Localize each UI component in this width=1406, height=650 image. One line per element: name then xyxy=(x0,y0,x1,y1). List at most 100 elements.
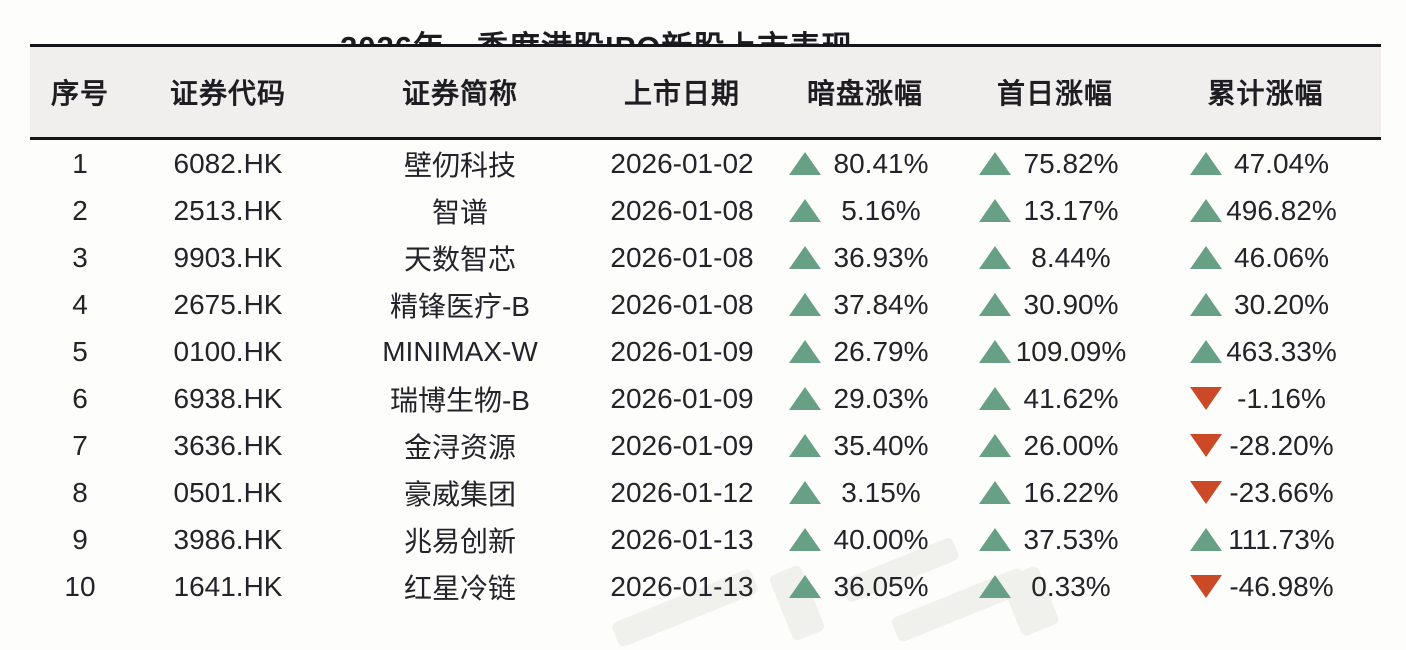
listing-date: 2026-01-12 xyxy=(610,476,754,508)
grey-market-change-value: 35.40% xyxy=(833,429,929,461)
ipo-table: 序号 证券代码 证券简称 上市日期 暗盘涨幅 首日涨幅 累计涨幅 1 6082.… xyxy=(30,44,1381,610)
stock-code: 3636.HK xyxy=(173,429,283,461)
grey-market-change-value: 37.84% xyxy=(833,288,929,320)
grey-market-change: 37.84% xyxy=(789,289,941,321)
up-triangle-icon xyxy=(979,434,1011,457)
cumulative-change-cell: -1.16% xyxy=(1150,383,1381,415)
header-bottom-rule xyxy=(30,137,1381,140)
grey-market-change: 40.00% xyxy=(789,524,941,556)
up-triangle-icon xyxy=(1189,293,1222,316)
cumulative-change: -23.66% xyxy=(1189,476,1342,509)
listing-date: 2026-01-02 xyxy=(610,147,754,179)
table-row: 9 3986.HK 兆易创新 2026-01-13 40.00% 37.53% … xyxy=(30,516,1381,563)
first-day-change: 26.00% xyxy=(979,430,1131,462)
grey-market-change-cell: 40.00% xyxy=(770,524,960,556)
down-triangle-icon xyxy=(1189,481,1222,504)
first-day-change-cell: 0.33% xyxy=(960,571,1150,603)
table-row: 7 3636.HK 金浔资源 2026-01-09 35.40% 26.00% … xyxy=(30,422,1381,469)
column-header-cum: 累计涨幅 xyxy=(1207,78,1324,109)
first-day-change-value: 26.00% xyxy=(1023,429,1119,461)
grey-market-change-cell: 29.03% xyxy=(770,383,960,415)
table-row: 3 9903.HK 天数智芯 2026-01-08 36.93% 8.44% 4… xyxy=(30,234,1381,281)
row-index: 4 xyxy=(72,288,88,320)
stock-code: 6938.HK xyxy=(173,382,283,414)
row-index: 6 xyxy=(72,382,88,414)
stock-name: 红星冷链 xyxy=(403,572,516,604)
listing-date: 2026-01-13 xyxy=(610,570,754,602)
cumulative-change-value: -23.66% xyxy=(1229,476,1334,508)
grey-market-change: 29.03% xyxy=(789,383,941,415)
up-triangle-icon xyxy=(979,293,1011,316)
grey-market-change: 35.40% xyxy=(789,430,941,462)
first-day-change: 41.62% xyxy=(979,383,1131,415)
first-day-change-cell: 75.82% xyxy=(960,148,1150,180)
first-day-change-value: 37.53% xyxy=(1023,523,1119,555)
stock-name: 瑞博生物-B xyxy=(389,384,530,416)
first-day-change-cell: 13.17% xyxy=(960,195,1150,227)
table-row: 8 0501.HK 豪威集团 2026-01-12 3.15% 16.22% -… xyxy=(30,469,1381,516)
up-triangle-icon xyxy=(789,481,821,504)
stock-code: 0100.HK xyxy=(173,335,283,367)
grey-market-change-value: 29.03% xyxy=(833,382,929,414)
row-index: 5 xyxy=(72,335,88,367)
first-day-change: 109.09% xyxy=(979,336,1131,368)
page-title: 2026年一季度港股IPO新股上市表现 xyxy=(340,0,1406,65)
row-index: 7 xyxy=(72,429,88,461)
grey-market-change: 5.16% xyxy=(789,195,941,227)
stock-name: 金浔资源 xyxy=(403,431,516,463)
up-triangle-icon xyxy=(979,481,1011,504)
listing-date: 2026-01-08 xyxy=(610,194,754,226)
grey-market-change: 80.41% xyxy=(789,148,941,180)
row-index: 10 xyxy=(64,570,96,602)
stock-name: 豪威集团 xyxy=(403,478,516,510)
down-triangle-icon xyxy=(1189,387,1222,410)
table-header-row: 序号 证券代码 证券简称 上市日期 暗盘涨幅 首日涨幅 累计涨幅 xyxy=(30,47,1381,137)
cumulative-change: 463.33% xyxy=(1189,335,1342,368)
cumulative-change-cell: -28.20% xyxy=(1150,430,1381,462)
up-triangle-icon xyxy=(979,340,1011,363)
up-triangle-icon xyxy=(979,199,1011,222)
first-day-change-value: 75.82% xyxy=(1023,147,1119,179)
cumulative-change-cell: 463.33% xyxy=(1150,336,1381,368)
stock-code: 1641.HK xyxy=(173,570,283,602)
cumulative-change-cell: 47.04% xyxy=(1150,148,1381,180)
up-triangle-icon xyxy=(789,434,821,457)
cumulative-change-cell: -46.98% xyxy=(1150,571,1381,603)
grey-market-change: 36.93% xyxy=(789,242,941,274)
cumulative-change: -28.20% xyxy=(1189,430,1342,462)
stock-code: 2513.HK xyxy=(173,194,283,226)
grey-market-change-value: 36.05% xyxy=(833,570,929,602)
row-index: 9 xyxy=(72,523,88,555)
grey-market-change-value: 3.15% xyxy=(841,476,921,508)
first-day-change-cell: 41.62% xyxy=(960,383,1150,415)
table-body: 1 6082.HK 壁仞科技 2026-01-02 80.41% 75.82% … xyxy=(30,140,1381,610)
first-day-change: 75.82% xyxy=(979,148,1131,180)
row-index: 2 xyxy=(72,194,88,226)
grey-market-change-value: 36.93% xyxy=(833,241,929,273)
grey-market-change-cell: 5.16% xyxy=(770,195,960,227)
listing-date: 2026-01-09 xyxy=(610,429,754,461)
cumulative-change: -1.16% xyxy=(1189,383,1342,415)
grey-market-change-value: 40.00% xyxy=(833,523,929,555)
grey-market-change-cell: 35.40% xyxy=(770,430,960,462)
cumulative-change-value: 463.33% xyxy=(1226,335,1337,367)
table-row: 4 2675.HK 精锋医疗-B 2026-01-08 37.84% 30.90… xyxy=(30,281,1381,328)
up-triangle-icon xyxy=(1189,152,1222,175)
up-triangle-icon xyxy=(979,387,1011,410)
first-day-change: 30.90% xyxy=(979,289,1131,321)
cumulative-change: -46.98% xyxy=(1189,571,1342,603)
down-triangle-icon xyxy=(1189,575,1222,598)
first-day-change-value: 41.62% xyxy=(1023,382,1119,414)
up-triangle-icon xyxy=(789,152,821,175)
first-day-change: 13.17% xyxy=(979,195,1131,227)
stock-name: MINIMAX-W xyxy=(382,335,538,367)
up-triangle-icon xyxy=(789,528,821,551)
first-day-change-value: 0.33% xyxy=(1031,570,1111,602)
up-triangle-icon xyxy=(1189,528,1222,551)
first-day-change: 0.33% xyxy=(979,571,1131,603)
first-day-change-cell: 30.90% xyxy=(960,289,1150,321)
up-triangle-icon xyxy=(979,575,1011,598)
first-day-change-value: 16.22% xyxy=(1023,476,1119,508)
column-header-grey: 暗盘涨幅 xyxy=(806,78,923,109)
